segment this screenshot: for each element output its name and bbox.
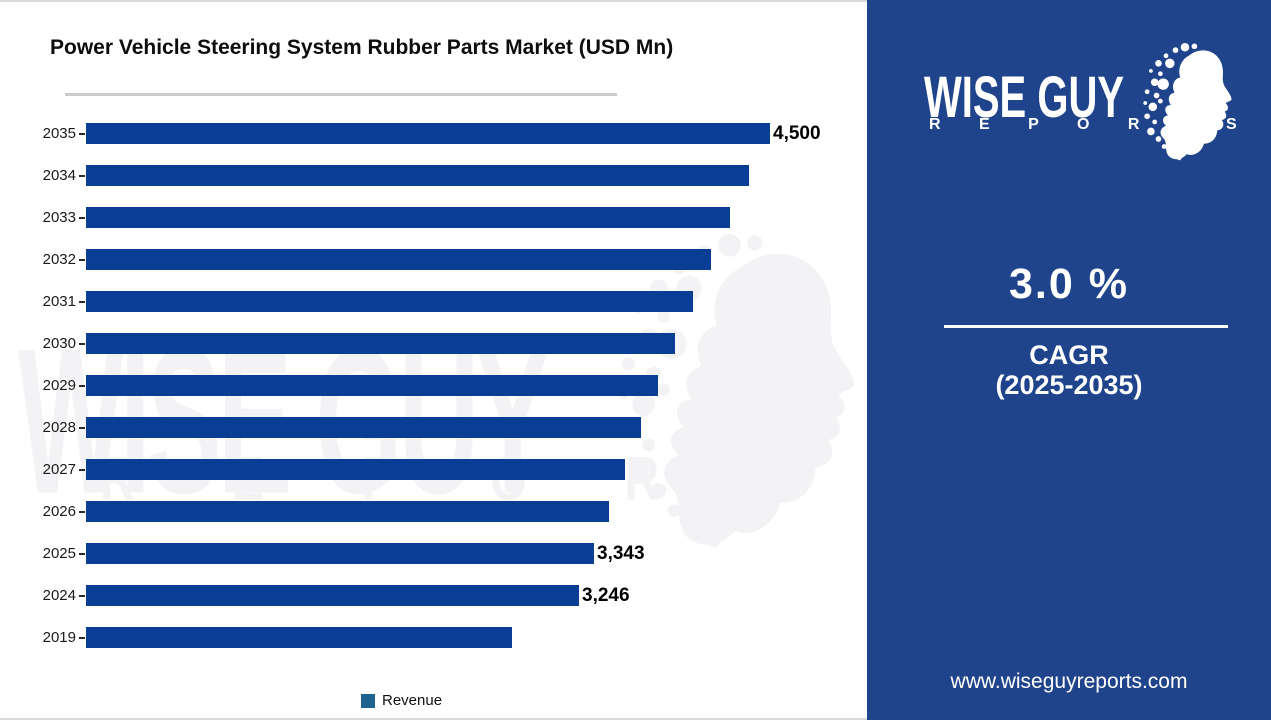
revenue-bar	[86, 374, 658, 396]
revenue-bar	[86, 626, 512, 648]
logo-wordmark-reports: R E P O R T S	[929, 116, 1254, 133]
bar-value-label: 3,343	[597, 542, 645, 564]
y-axis-tick-label: 2029	[42, 376, 76, 394]
cagr-range: (2025-2035)	[995, 370, 1143, 400]
y-axis-tick-label: 2028	[42, 418, 76, 436]
legend-label-revenue: Revenue	[382, 692, 443, 709]
y-axis-tick-label: 2032	[42, 250, 76, 268]
revenue-bar	[86, 458, 625, 480]
revenue-bar	[86, 164, 749, 186]
logo-head-icon	[1143, 43, 1232, 161]
title-divider	[65, 93, 617, 96]
bar-row: 2033	[0, 206, 867, 228]
chart-title: Power Vehicle Steering System Rubber Par…	[50, 36, 674, 59]
bar-row: 2028	[0, 416, 867, 438]
revenue-bar	[86, 416, 641, 438]
y-axis-tick-label: 2024	[42, 586, 76, 604]
bar-row: 2025 3,343	[0, 542, 867, 564]
cagr-label: CAGR	[1029, 340, 1109, 370]
chart-panel: WISE GUY R E P O R T S Power Vehicle Ste…	[0, 0, 867, 720]
bar-row: 2019	[0, 626, 867, 648]
y-axis-tick-mark	[79, 132, 85, 135]
y-axis-tick-label: 2025	[42, 544, 76, 562]
y-axis-tick-mark	[79, 636, 85, 639]
revenue-bar	[86, 290, 693, 312]
bar-value-label: 4,500	[773, 122, 821, 144]
y-axis-tick-mark	[79, 510, 85, 513]
revenue-bar	[86, 248, 711, 270]
y-axis-tick-mark	[79, 342, 85, 345]
brand-panel: WISE GUY R E P O R T S 3.0 % CAGR (2025-…	[867, 0, 1271, 720]
y-axis-tick-mark	[79, 258, 85, 261]
revenue-bar	[86, 500, 609, 522]
y-axis-tick-mark	[79, 300, 85, 303]
bar-row: 2031	[0, 290, 867, 312]
bar-row: 2026	[0, 500, 867, 522]
y-axis-tick-mark	[79, 426, 85, 429]
revenue-bar	[86, 542, 594, 564]
y-axis-tick-mark	[79, 594, 85, 597]
bar-row: 2027	[0, 458, 867, 480]
y-axis-tick-mark	[79, 174, 85, 177]
bar-row: 2034	[0, 164, 867, 186]
bar-row: 2030	[0, 332, 867, 354]
y-axis-tick-label: 2031	[42, 292, 76, 310]
legend-swatch-revenue	[361, 693, 375, 708]
bar-chart: Power Vehicle Steering System Rubber Par…	[0, 2, 867, 718]
bar-row: 2035 4,500	[0, 122, 867, 144]
y-axis-tick-label: 2019	[42, 628, 76, 646]
y-axis-tick-mark	[79, 216, 85, 219]
cagr-divider	[944, 325, 1228, 328]
cagr-value: 3.0 %	[1009, 260, 1129, 308]
revenue-bar	[86, 206, 730, 228]
y-axis-tick-label: 2035	[42, 124, 76, 142]
bar-row: 2032	[0, 248, 867, 270]
y-axis-tick-label: 2033	[42, 208, 76, 226]
revenue-bar	[86, 122, 770, 144]
logo-wordmark-wise-guy: WISE GUY	[924, 66, 1125, 130]
revenue-bar	[86, 332, 675, 354]
website-url: www.wiseguyreports.com	[950, 670, 1188, 693]
y-axis-tick-label: 2030	[42, 334, 76, 352]
bar-row: 2024 3,246	[0, 584, 867, 606]
bar-value-label: 3,246	[582, 584, 630, 606]
bar-row: 2029	[0, 374, 867, 396]
y-axis-tick-label: 2026	[42, 502, 76, 520]
plot-area: 2035 4,500 2034 2033 2032 2031 2030 2029 2028 202…	[0, 2, 867, 718]
y-axis-tick-mark	[79, 468, 85, 471]
y-axis-tick-label: 2034	[42, 166, 76, 184]
y-axis-tick-mark	[79, 384, 85, 387]
y-axis-tick-mark	[79, 552, 85, 555]
chart-legend: Revenue	[361, 692, 442, 709]
y-axis-tick-label: 2027	[42, 460, 76, 478]
revenue-bar	[86, 584, 579, 606]
